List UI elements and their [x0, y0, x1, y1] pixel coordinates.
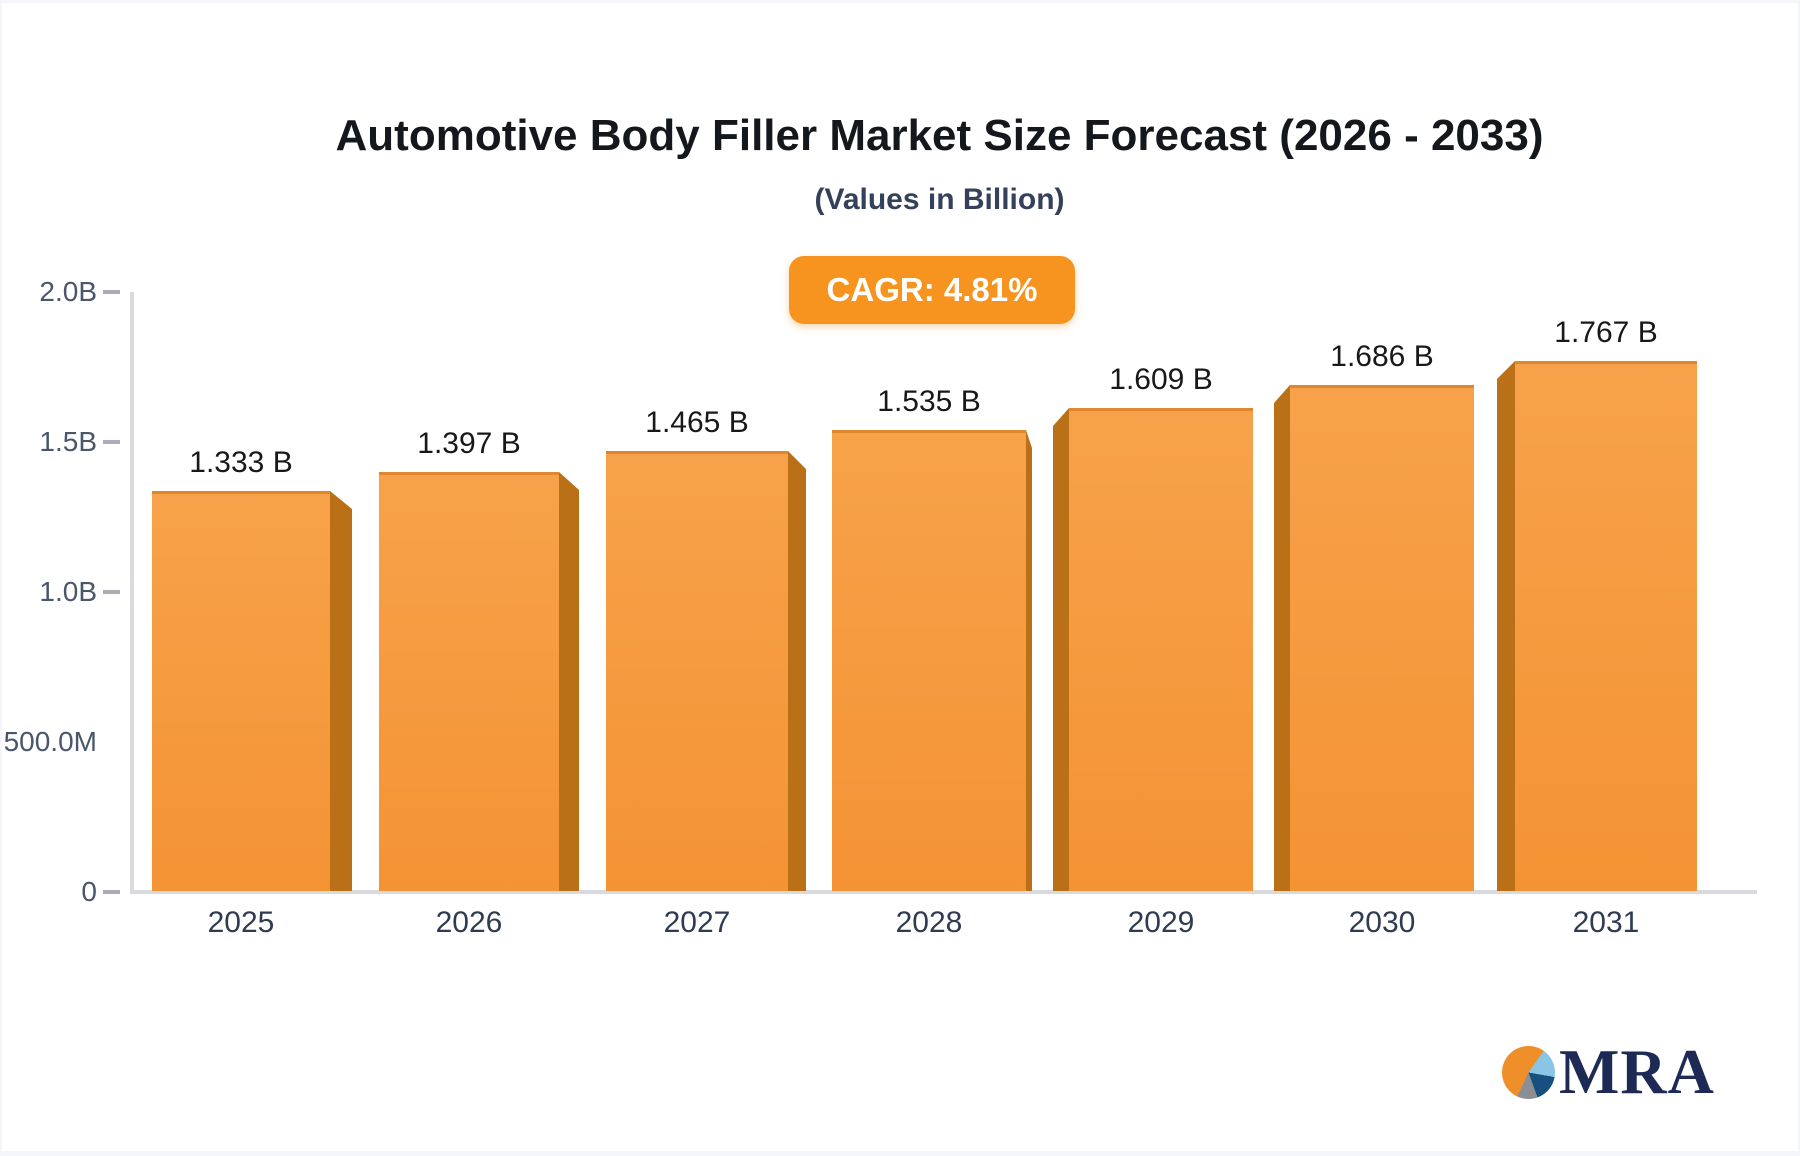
logo-text: MRA	[1559, 1036, 1715, 1107]
bar-face	[152, 491, 330, 891]
y-axis-tick	[103, 590, 120, 594]
bar-2026	[379, 472, 579, 891]
bar-chart: Automotive Body Filler Market Size Forec…	[2, 3, 1798, 1151]
x-axis-label-2025: 2025	[207, 906, 275, 939]
x-axis-label-2031: 2031	[1572, 906, 1640, 939]
bar-face	[1069, 408, 1253, 891]
x-axis-label-2030: 2030	[1348, 906, 1416, 939]
x-axis-label-2027: 2027	[663, 906, 731, 939]
y-axis-tick	[103, 890, 120, 894]
chart-card: Automotive Body Filler Market Size Forec…	[2, 3, 1798, 1151]
bar-face	[379, 472, 559, 891]
y-axis-label: 500.0M	[3, 726, 97, 757]
bar-value-label: 1.686 B	[1330, 340, 1434, 373]
x-axis-label-2029: 2029	[1127, 906, 1195, 939]
bar-value-label: 1.333 B	[189, 446, 293, 479]
x-axis-label-2026: 2026	[435, 906, 503, 939]
logo: MRA	[1502, 1036, 1715, 1108]
chart-title: Automotive Body Filler Market Size Forec…	[335, 111, 1544, 160]
y-axis-label: 1.0B	[39, 576, 97, 607]
bar-2028	[832, 430, 1032, 891]
bar-side-3d	[559, 472, 579, 891]
bar-2030	[1274, 385, 1474, 891]
y-axis-label: 2.0B	[39, 276, 97, 307]
x-axis-line	[130, 890, 1757, 894]
bar-side-3d	[788, 451, 806, 891]
bar-side-3d	[1053, 408, 1069, 891]
bar-value-label: 1.397 B	[417, 427, 521, 460]
bar-side-3d	[1026, 430, 1032, 891]
y-axis-tick	[103, 440, 120, 444]
bar-2025	[152, 491, 352, 891]
bar-face	[832, 430, 1026, 891]
bar-face	[606, 451, 788, 891]
chart-subtitle: (Values in Billion)	[814, 183, 1065, 216]
bar-side-3d	[330, 491, 352, 891]
bar-value-label: 1.767 B	[1554, 316, 1658, 349]
bar-2029	[1053, 408, 1253, 891]
y-axis-label: 1.5B	[39, 426, 97, 457]
bar-face	[1290, 385, 1474, 891]
bar-side-3d	[1497, 361, 1515, 891]
y-axis-label: 0	[81, 876, 97, 907]
bar-face	[1515, 361, 1697, 891]
cagr-badge: CAGR: 4.81%	[788, 256, 1076, 324]
bar-2031	[1497, 361, 1697, 891]
bar-value-label: 1.465 B	[645, 406, 749, 439]
x-axis-label-2028: 2028	[895, 906, 963, 939]
bar-value-label: 1.609 B	[1109, 363, 1213, 396]
bar-2027	[606, 451, 806, 891]
y-axis-line	[130, 292, 134, 893]
y-axis-tick	[103, 290, 120, 294]
bar-side-3d	[1274, 385, 1290, 891]
bar-value-label: 1.535 B	[877, 385, 981, 418]
logo-pie-icon	[1502, 1045, 1555, 1099]
